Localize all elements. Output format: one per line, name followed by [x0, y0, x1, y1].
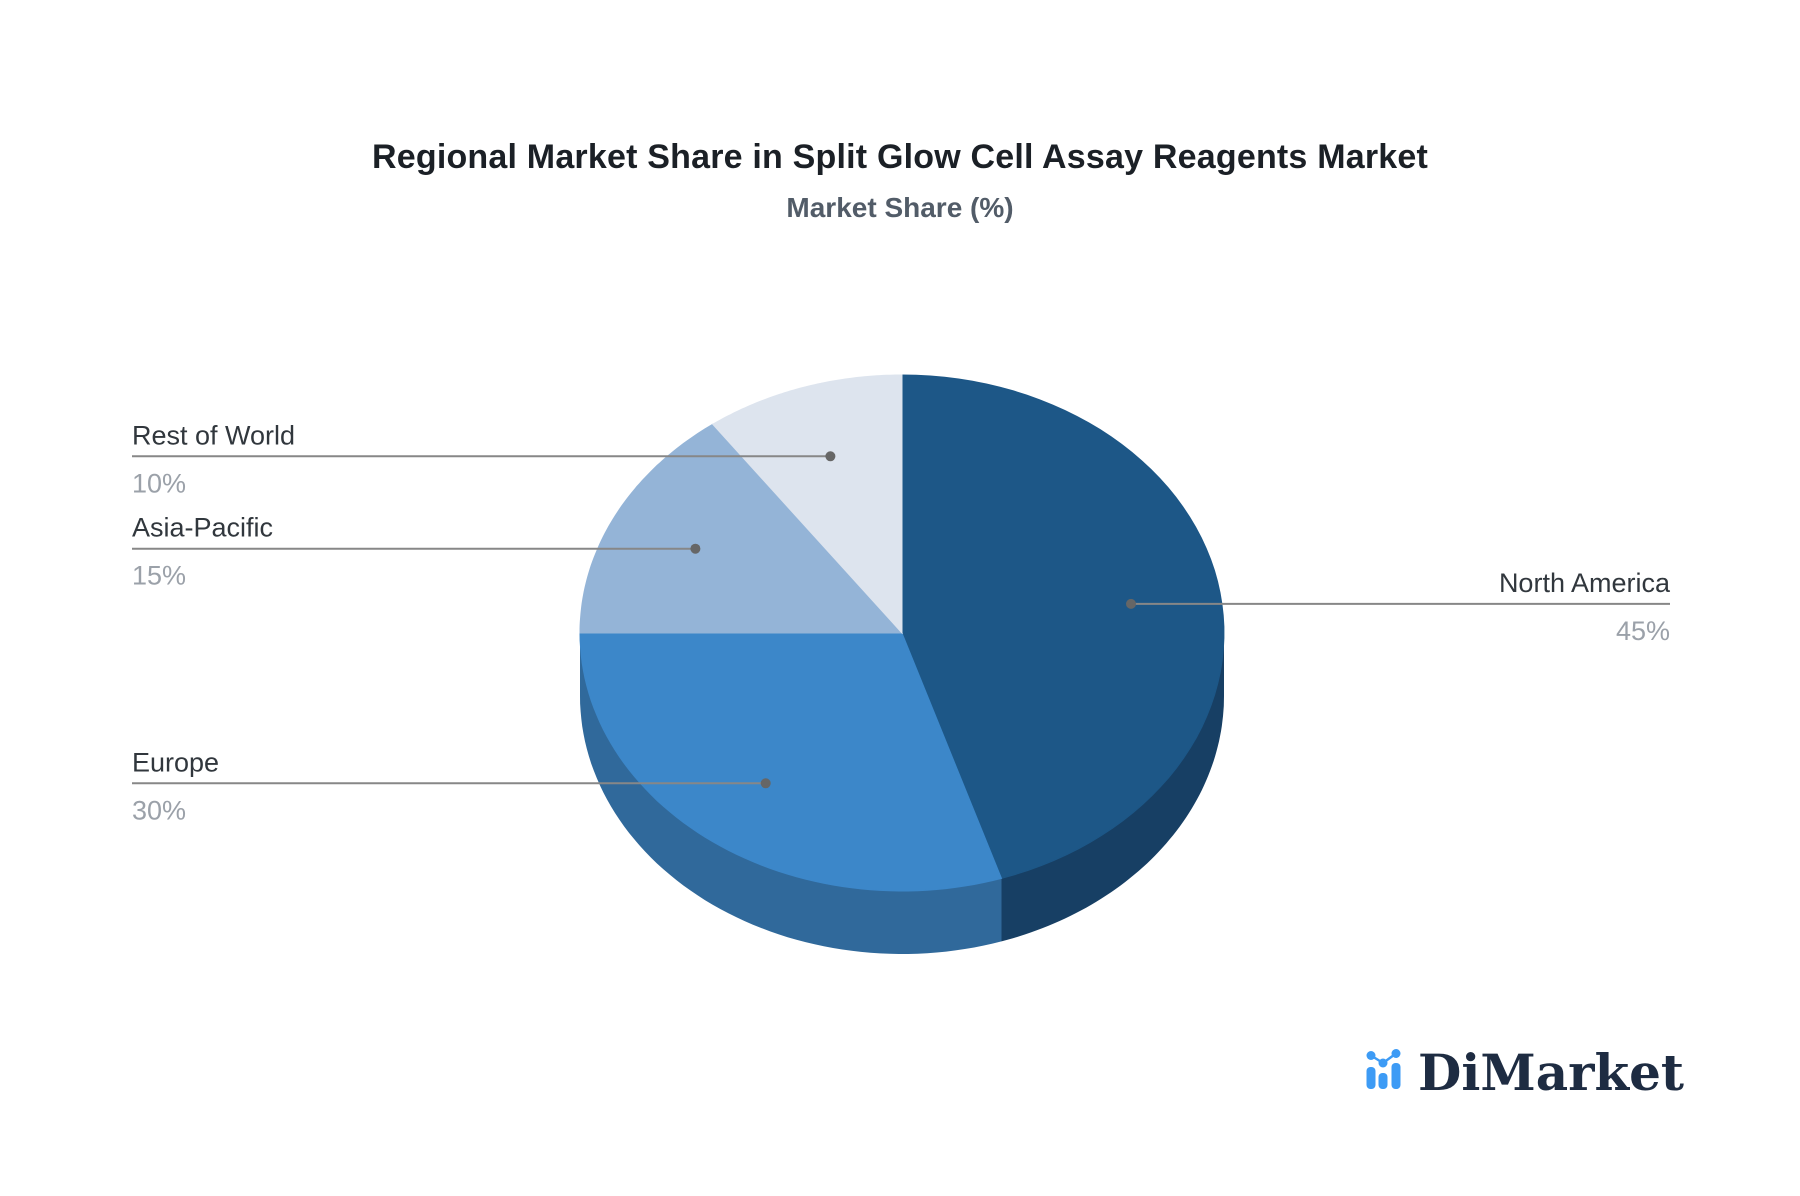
- slice-value-rest-of-world: 10%: [132, 468, 186, 498]
- slice-label-rest-of-world: Rest of World: [132, 420, 295, 450]
- slice-value-europe: 30%: [132, 795, 186, 825]
- leader-dot-north-america: [1126, 598, 1136, 609]
- pie-slice-rest-of-world[interactable]: [711, 374, 903, 635]
- slice-value-asia-pacific: 15%: [132, 561, 186, 591]
- slice-label-europe: Europe: [132, 747, 219, 777]
- pie-side-europe: [580, 633, 1002, 954]
- chart-subtitle: Market Share (%): [786, 192, 1014, 223]
- pie-slice-europe[interactable]: [579, 632, 1003, 892]
- brand-wordmark: DiMarket: [1418, 1043, 1684, 1102]
- pie-slice-north-america[interactable]: [901, 374, 1225, 880]
- leader-dot-europe: [760, 778, 771, 789]
- pie-slice-asia-pacific[interactable]: [579, 423, 904, 634]
- bar-chart-logo-icon: [1366, 1049, 1401, 1089]
- slice-label-north-america: North America: [1499, 568, 1671, 598]
- slice-value-north-america: 45%: [1616, 616, 1670, 646]
- leader-dot-asia-pacific: [690, 543, 701, 554]
- pie-side-north-america: [1001, 633, 1224, 942]
- chart-title: Regional Market Share in Split Glow Cell…: [371, 138, 1428, 176]
- slice-label-asia-pacific: Asia-Pacific: [132, 513, 273, 543]
- leader-dot-rest-of-world: [825, 451, 836, 462]
